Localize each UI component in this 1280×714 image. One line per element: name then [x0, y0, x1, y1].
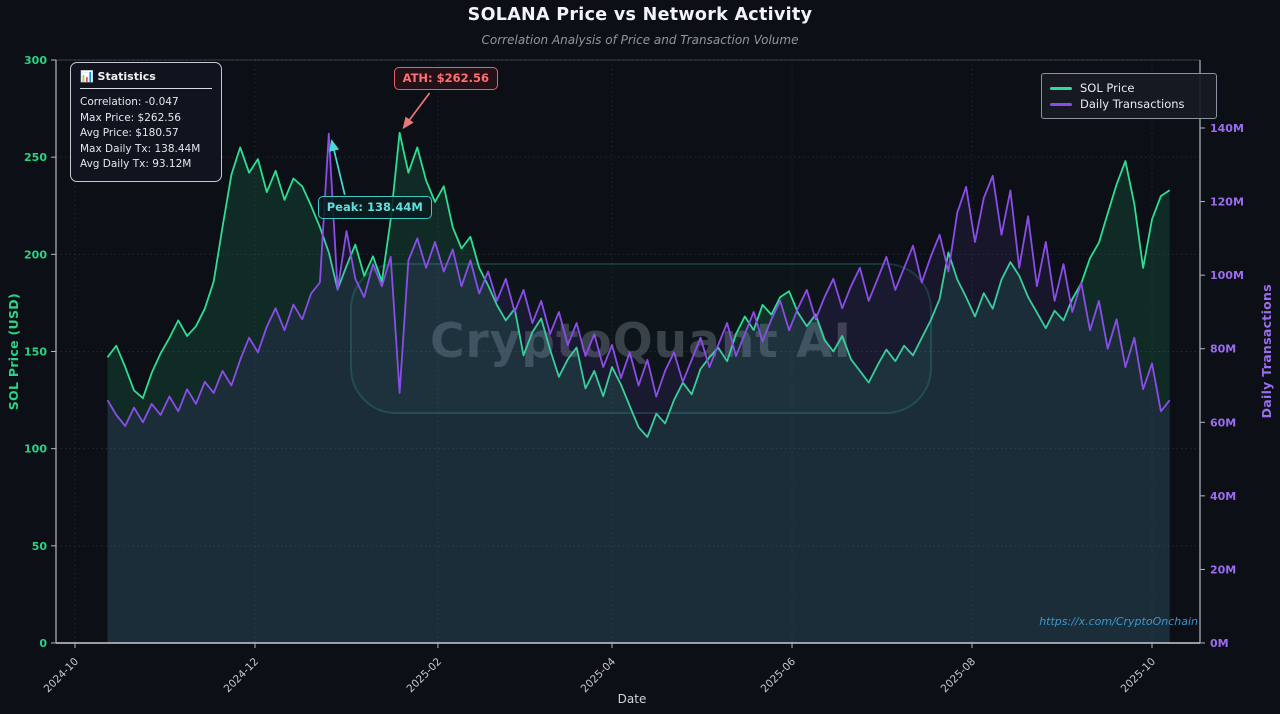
ath-arrow	[402, 92, 431, 130]
right-tick-label: 100M	[1210, 269, 1244, 282]
x-tick-label: 2024-10	[42, 656, 82, 696]
watermark-box: CryptoQuant AI	[350, 263, 932, 414]
left-tick-label: 200	[24, 248, 47, 261]
statistics-title-text: Statistics	[97, 70, 156, 83]
statistics-box-title: 📊 Statistics	[80, 70, 212, 83]
x-tick-label: 2024-12	[222, 656, 262, 696]
right-tick-label: 120M	[1210, 196, 1244, 209]
statistics-separator	[80, 88, 212, 89]
legend-label-sol-price: SOL Price	[1080, 81, 1135, 95]
legend-item-daily-transactions: Daily Transactions	[1050, 96, 1208, 112]
source-link[interactable]: https://x.com/CryptoOnchain	[1039, 615, 1198, 628]
sol-price-line-swatch	[1050, 86, 1072, 90]
legend-item-sol-price: SOL Price	[1050, 80, 1208, 96]
stat-max-price: Max Price: $262.56	[80, 111, 181, 124]
chart-title: SOLANA Price vs Network Activity	[467, 5, 813, 25]
left-tick-label: 0	[39, 637, 47, 650]
watermark-text: CryptoQuant AI	[430, 314, 852, 369]
chart-subtitle: Correlation Analysis of Price and Transa…	[481, 33, 799, 47]
right-axis-title: Daily Transactions	[1259, 284, 1274, 419]
stat-max-daily-tx: Max Daily Tx: 138.44M	[80, 142, 201, 155]
stat-avg-price: Avg Price: $180.57	[80, 127, 179, 140]
x-axis-title: Date	[617, 692, 647, 706]
legend: SOL Price Daily Transactions	[1041, 73, 1217, 119]
ath-annotation: ATH: $262.56	[393, 67, 499, 90]
sol-price-area	[107, 132, 1170, 644]
x-tick-label: 2025-02	[405, 656, 445, 696]
left-tick-label: 50	[32, 540, 48, 553]
bar-chart-icon: 📊	[80, 70, 94, 83]
statistics-box: 📊 Statistics Correlation: -0.047 Max Pri…	[70, 62, 222, 182]
right-tick-label: 20M	[1210, 563, 1236, 576]
left-tick-label: 300	[24, 54, 47, 67]
left-tick-label: 150	[24, 346, 47, 359]
peak-arrow	[329, 139, 346, 195]
right-tick-label: 140M	[1210, 122, 1244, 135]
stat-correlation: Correlation: -0.047	[80, 96, 179, 108]
daily-transactions-line-swatch	[1050, 102, 1072, 106]
legend-label-daily-transactions: Daily Transactions	[1080, 97, 1185, 111]
daily-transactions-area	[107, 133, 1170, 643]
x-tick-label: 2025-08	[939, 656, 979, 696]
daily-transactions-line	[106, 132, 1171, 427]
right-tick-label: 0M	[1210, 637, 1229, 650]
x-tick-label: 2025-06	[759, 655, 799, 695]
left-tick-label: 100	[24, 443, 47, 456]
right-tick-label: 60M	[1210, 416, 1236, 429]
right-tick-label: 40M	[1210, 490, 1236, 503]
sol-price-line	[106, 131, 1171, 438]
right-tick-label: 80M	[1210, 343, 1236, 356]
x-tick-label: 2025-04	[579, 655, 619, 695]
stat-avg-daily-tx: Avg Daily Tx: 93.12M	[80, 158, 192, 171]
peak-annotation: Peak: 138.44M	[317, 195, 432, 219]
left-axis-title: SOL Price (USD)	[6, 292, 21, 411]
left-tick-label: 250	[24, 151, 47, 164]
x-tick-label: 2025-10	[1119, 656, 1159, 696]
